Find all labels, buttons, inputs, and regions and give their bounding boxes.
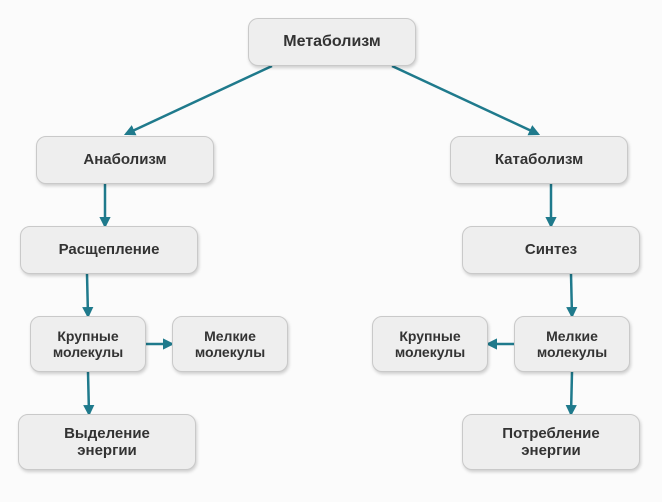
node-label: Мелкие молекулы [537, 328, 607, 360]
node-label: Синтез [525, 241, 577, 258]
node-catabolism: Катаболизм [450, 136, 628, 184]
node-emit-energy: Выделение энергии [18, 414, 196, 470]
node-big-right: Крупные молекулы [372, 316, 488, 372]
flowchart-canvas: { "diagram": { "type": "flowchart", "can… [0, 0, 662, 502]
node-cleavage: Расщепление [20, 226, 198, 274]
node-synthesis: Синтез [462, 226, 640, 274]
node-label: Крупные молекулы [395, 328, 465, 360]
node-label: Катаболизм [495, 151, 583, 168]
node-label: Крупные молекулы [53, 328, 123, 360]
node-label: Расщепление [59, 241, 160, 258]
node-big-left: Крупные молекулы [30, 316, 146, 372]
node-root: Метаболизм [248, 18, 416, 66]
node-label: Анаболизм [83, 151, 166, 168]
node-label: Выделение энергии [64, 425, 150, 460]
node-label: Мелкие молекулы [195, 328, 265, 360]
node-small-left: Мелкие молекулы [172, 316, 288, 372]
node-small-right: Мелкие молекулы [514, 316, 630, 372]
node-label: Метаболизм [283, 33, 380, 51]
node-anabolism: Анаболизм [36, 136, 214, 184]
node-label: Потребление энергии [502, 425, 599, 460]
node-consume-energy: Потребление энергии [462, 414, 640, 470]
